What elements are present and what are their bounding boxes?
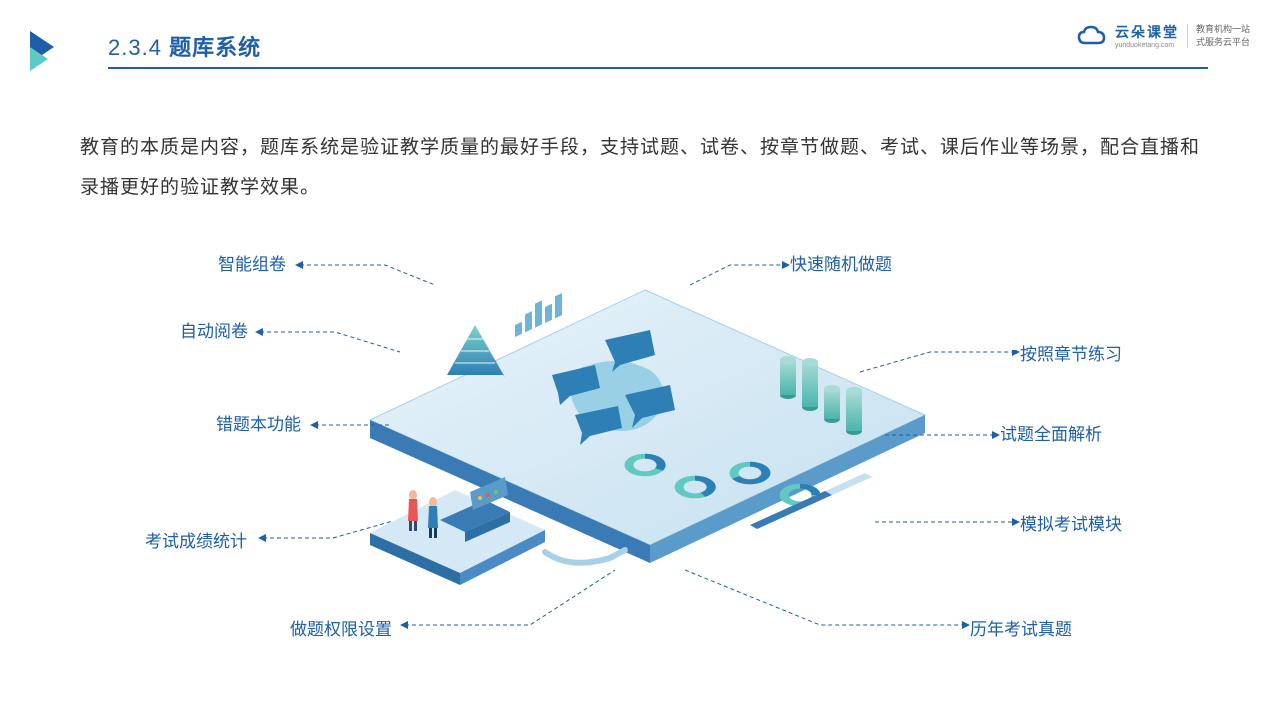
connector-smart-compose [295,260,440,290]
label-past-papers: 历年考试真题 [970,615,1072,640]
label-smart-compose: 智能组卷 [218,250,286,275]
section-number: 2.3.4 [108,35,162,60]
connector-past-papers [685,565,970,630]
connector-mock-exam [875,515,1020,530]
section-title: 题库系统 [169,35,261,60]
header-triangle-icon [30,31,58,69]
label-wrong-book: 错题本功能 [216,410,301,435]
connector-wrong-book [310,420,395,435]
cloud-icon [1077,25,1107,47]
label-score-stats: 考试成绩统计 [145,527,247,552]
brand-logo: 云朵课堂 yunduoketang.com 教育机构一站 式服务云平台 [1077,22,1250,49]
label-permission: 做题权限设置 [290,615,392,640]
connector-auto-grade [255,327,405,357]
connector-score-stats [258,518,398,543]
connector-full-analysis [885,430,1000,445]
label-quick-random: 快速随机做题 [790,250,892,275]
feature-diagram: 智能组卷 自动阅卷 错题本功能 考试成绩统计 做题权限设置 快速随机做题 按照章… [0,220,1280,680]
description-text: 教育的本质是内容，题库系统是验证教学质量的最好手段，支持试题、试卷、按章节做题、… [80,128,1200,208]
connector-quick-random [690,260,790,290]
label-auto-grade: 自动阅卷 [180,317,248,342]
logo-brand: 云朵课堂 [1115,22,1179,42]
connector-permission [400,565,620,630]
logo-tagline: 教育机构一站 式服务云平台 [1196,23,1250,48]
logo-divider [1187,24,1188,48]
title-underline [108,67,1208,69]
label-mock-exam: 模拟考试模块 [1020,510,1122,535]
label-full-analysis: 试题全面解析 [1000,420,1102,445]
logo-url: yunduoketang.com [1115,42,1179,49]
label-chapter-practice: 按照章节练习 [1020,340,1122,365]
page-title: 2.3.4 题库系统 [108,30,1208,62]
connector-chapter-practice [860,350,1020,380]
